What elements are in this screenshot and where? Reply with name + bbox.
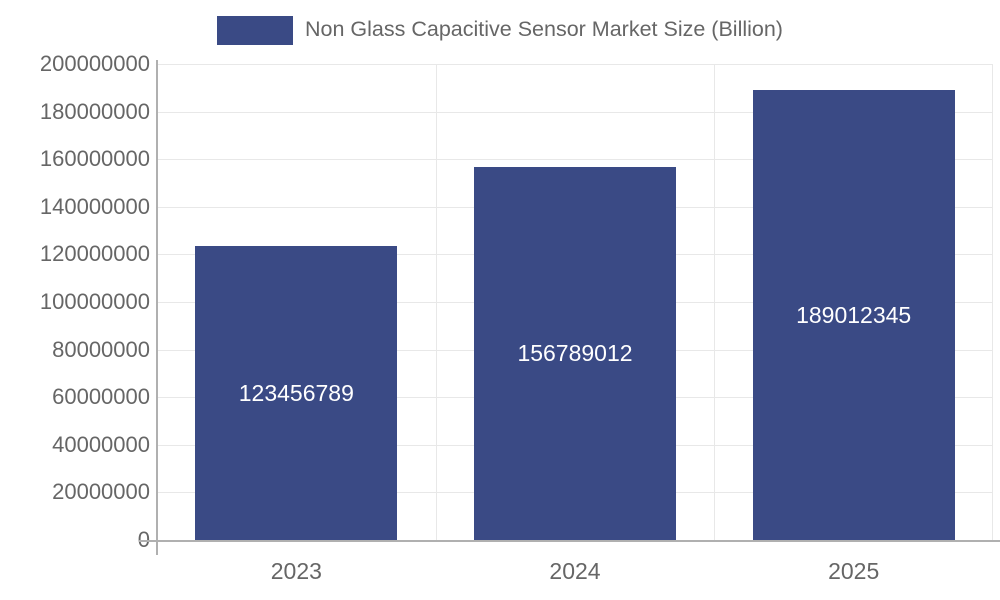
chart-legend: Non Glass Capacitive Sensor Market Size … [0,12,1000,48]
gridline-horizontal [157,111,993,113]
y-axis-tick-label: 80000000 [52,336,150,362]
y-axis-tick-labels: 200000000 180000000 160000000 140000000 1200… [0,0,150,600]
y-axis-tick-label: 100000000 [39,289,150,314]
x-axis-line [139,540,1000,542]
y-axis-tick-label: 20000000 [52,479,150,505]
gridline-vertical [436,64,437,540]
y-axis-tick-label: 180000000 [39,98,150,124]
legend-color-swatch[interactable] [217,15,294,45]
gridline-vertical [714,64,715,540]
plot-area: 123456789 156789012 189012345 [157,64,993,541]
y-axis-tick-label: 140000000 [39,193,150,219]
bar[interactable]: 123456789 [195,246,398,540]
y-axis-line [156,60,158,555]
x-axis-tick-label: 2023 [270,558,322,584]
x-axis-tick-label: 2025 [828,558,880,584]
x-axis-tick-label: 2024 [549,558,601,584]
y-axis-tick-label: 200000000 [39,51,150,76]
legend-label: Non Glass Capacitive Sensor Market Size … [305,17,783,42]
y-axis-tick-label: 0 [0,529,150,551]
y-axis-tick-label: 40000000 [52,431,150,457]
bar-value-label: 123456789 [238,380,354,407]
y-axis-tick-label: 120000000 [39,241,150,267]
gridline-horizontal [157,64,993,65]
y-axis-tick-label: 160000000 [39,146,150,172]
y-axis-tick-label: 60000000 [52,384,150,410]
bar[interactable]: 156789012 [474,166,676,540]
bar-value-label: 156789012 [517,340,633,367]
bar-value-label: 189012345 [796,302,912,329]
gridline-horizontal [157,159,993,161]
bar[interactable]: 189012345 [752,90,955,540]
